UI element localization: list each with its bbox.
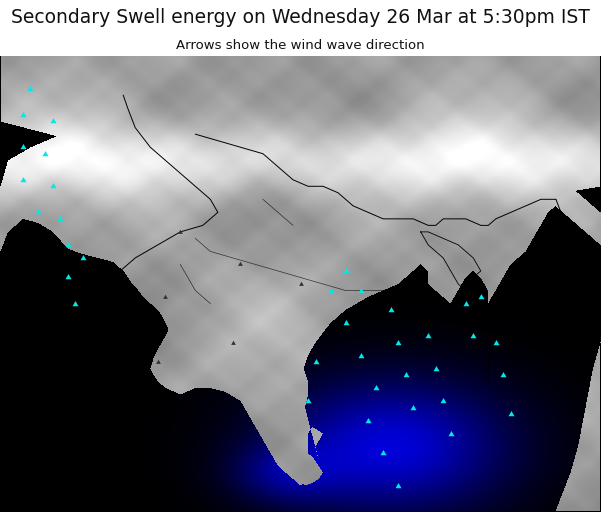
Text: Secondary Swell energy on Wednesday 26 Mar at 5:30pm IST: Secondary Swell energy on Wednesday 26 M…: [11, 8, 590, 28]
Text: Arrows show the wind wave direction: Arrows show the wind wave direction: [176, 39, 425, 52]
